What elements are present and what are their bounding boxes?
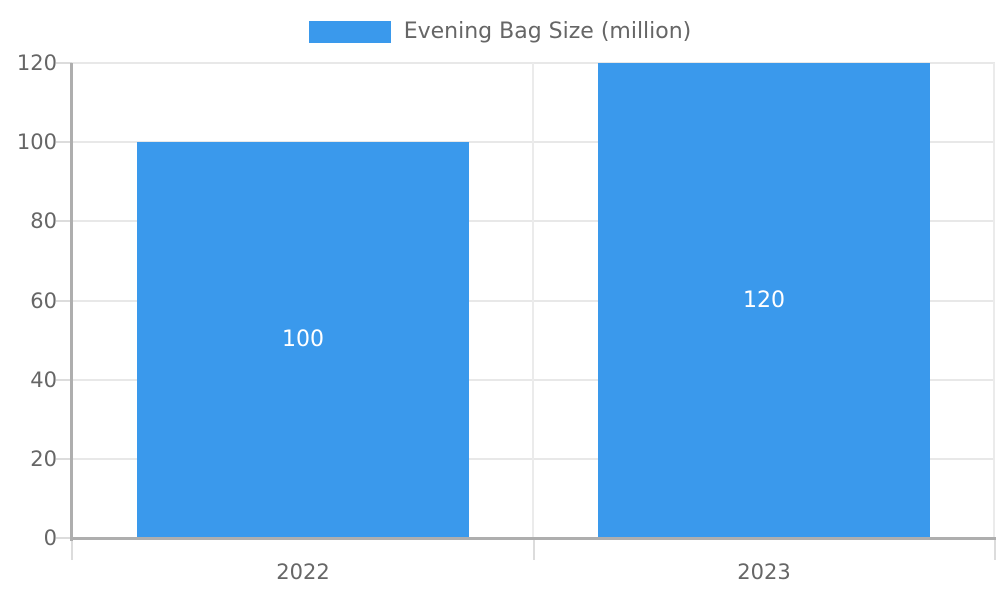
y-axis-tick xyxy=(56,62,72,64)
bar-value-label: 120 xyxy=(743,287,785,313)
y-axis-tick xyxy=(56,141,72,143)
bar-2022[interactable]: 100 xyxy=(137,142,469,538)
bar-value-label: 100 xyxy=(282,327,324,352)
y-axis-label: 120 xyxy=(16,51,57,75)
y-axis-label: 60 xyxy=(30,289,57,313)
gridline-x-boundary xyxy=(532,63,534,538)
y-axis-tick xyxy=(56,300,72,302)
bar-2023[interactable]: 120 xyxy=(598,63,930,538)
x-axis-label: 2023 xyxy=(737,560,791,584)
x-axis-tick xyxy=(533,540,535,560)
y-axis-label: 0 xyxy=(43,526,57,550)
y-axis-line xyxy=(70,63,73,541)
x-axis-tick xyxy=(71,540,73,560)
y-axis-label: 20 xyxy=(30,447,57,471)
x-axis-tick xyxy=(994,540,996,560)
legend-item[interactable]: Evening Bag Size (million) xyxy=(0,21,1000,43)
y-axis-tick xyxy=(56,537,72,539)
legend-swatch xyxy=(308,21,391,43)
x-axis-line xyxy=(70,537,996,540)
y-axis-label: 40 xyxy=(30,368,57,392)
y-axis-label: 100 xyxy=(16,130,57,154)
x-axis-label: 2022 xyxy=(276,560,330,584)
gridline-x-boundary xyxy=(993,63,995,538)
y-axis-tick xyxy=(56,458,72,460)
y-axis-label: 80 xyxy=(30,209,57,233)
legend-label: Evening Bag Size (million) xyxy=(403,19,692,44)
y-axis-tick xyxy=(56,379,72,381)
y-axis-tick xyxy=(56,220,72,222)
